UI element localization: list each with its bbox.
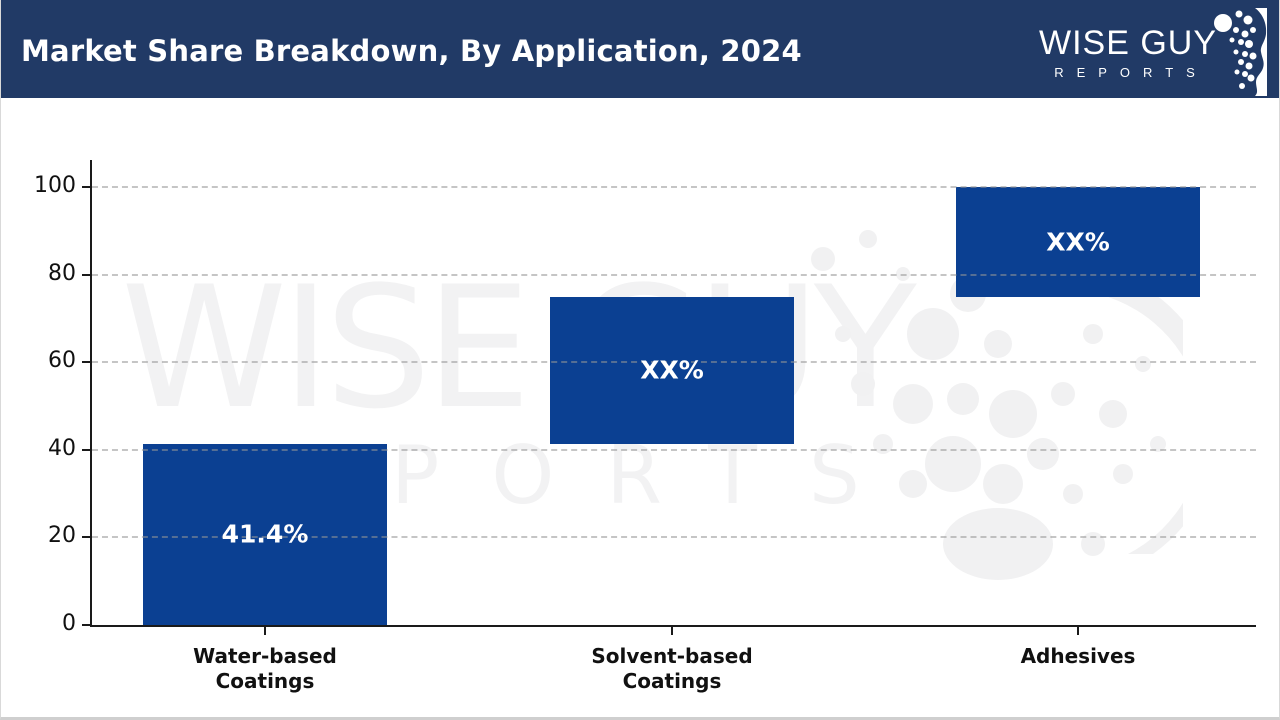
- y-axis-tick-0: [82, 624, 90, 626]
- brand-logo-text: WISE GUY REPORTS: [1039, 24, 1217, 80]
- y-axis-tick-60: [82, 361, 90, 364]
- gridline-y-40: [92, 448, 1256, 451]
- bar-segment-2: [550, 296, 794, 444]
- y-axis-tick-100: [82, 186, 90, 189]
- plot-area: 0 20 40 60 80 100 41.4% XX% XX% Water-based Coatin…: [34, 160, 1256, 693]
- bar-value-label: XX%: [640, 355, 704, 385]
- y-axis-tick-label: 100: [34, 173, 76, 199]
- watermark-dotted-face: [811, 230, 1183, 580]
- y-axis-tick-40: [82, 448, 90, 451]
- gridline-y-80: [92, 273, 1256, 276]
- x-category-label-3: Adhesives: [1020, 644, 1136, 668]
- bar-segment-3: [956, 187, 1200, 297]
- gridline-y-100: [92, 186, 1256, 189]
- y-axis-tick-80: [82, 273, 90, 276]
- brand-logo: WISE GUY REPORTS: [1007, 6, 1267, 96]
- brand-subname: REPORTS: [1054, 65, 1208, 80]
- y-axis-tick-label: 40: [48, 435, 76, 461]
- y-axis-tick-label: 60: [48, 348, 76, 374]
- x-category-label-1: Water-based Coatings: [193, 644, 337, 693]
- y-axis-tick-label: 0: [62, 611, 76, 636]
- page-title: Market Share Breakdown, By Application, …: [21, 34, 802, 68]
- y-axis-tick-label: 80: [48, 260, 76, 286]
- bar-segment-1: [143, 443, 387, 625]
- y-axis-tick-label: 20: [48, 523, 76, 549]
- header-bar: Market Share Breakdown, By Application, …: [1, 0, 1279, 98]
- bar-value-label: XX%: [1046, 227, 1110, 257]
- gridline-y-20: [92, 536, 1256, 539]
- brand-name: WISE GUY: [1039, 24, 1218, 62]
- bar-value-label: 41.4%: [221, 519, 309, 549]
- gridline-y-60: [92, 361, 1256, 364]
- dotted-face-icon: [1214, 8, 1267, 96]
- x-axis-tick-2: [671, 627, 673, 635]
- x-axis-tick-1: [264, 627, 266, 635]
- x-axis-tick-3: [1077, 627, 1079, 635]
- x-category-label-2: Solvent-based Coatings: [591, 644, 753, 693]
- y-axis-tick-20: [82, 536, 90, 539]
